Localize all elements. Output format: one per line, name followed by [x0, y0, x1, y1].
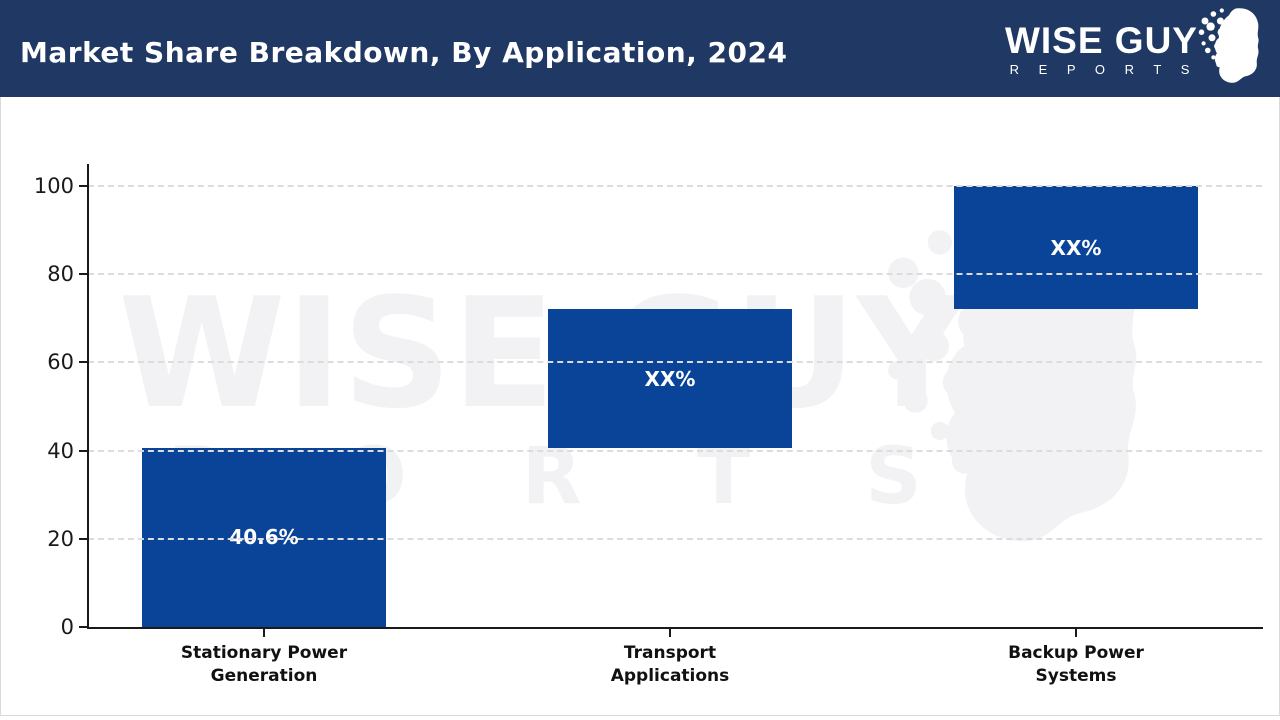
brand-name: WISE GUY	[1004, 19, 1198, 61]
bar-value-label: 40.6%	[229, 525, 299, 550]
gridline	[88, 273, 1262, 276]
y-tick-label: 20	[47, 526, 74, 551]
x-category-label: Stationary Power Generation	[180, 643, 348, 686]
y-tick-mark	[79, 537, 88, 540]
bar-segment: XX%	[954, 186, 1198, 310]
y-tick-mark	[79, 626, 88, 628]
y-tick-mark	[79, 185, 88, 187]
y-tick-mark	[79, 273, 88, 276]
y-tick-label: 100	[33, 174, 74, 198]
face-dots-icon	[1198, 8, 1259, 83]
brand-logo-text: WISE GUY R E P O R T S	[1005, 22, 1198, 77]
bar-value-label: XX%	[1050, 235, 1102, 260]
y-tick-mark	[79, 361, 88, 364]
page-title: Market Share Breakdown, By Application, …	[20, 36, 788, 69]
gridline	[88, 361, 1262, 364]
watermark-text: WISE GUY	[118, 265, 967, 442]
y-tick-label: 0	[60, 615, 74, 639]
bar-segment: 40.6%	[142, 447, 386, 627]
x-category-label: Transport Applications	[610, 643, 730, 686]
x-category-label: Backup Power Systems	[1008, 643, 1144, 686]
brand-logo: WISE GUY R E P O R T S	[1005, 6, 1274, 92]
x-axis-line	[87, 627, 1263, 629]
gridline	[88, 185, 1262, 187]
x-tick-mark	[263, 629, 265, 637]
gridline	[88, 449, 1262, 452]
y-tick-mark	[79, 449, 88, 452]
header-bar: Market Share Breakdown, By Application, …	[0, 0, 1280, 97]
y-axis-line	[87, 164, 89, 629]
y-tick-label: 60	[47, 350, 74, 375]
y-tick-label: 40	[47, 438, 74, 463]
x-tick-mark	[1075, 629, 1077, 637]
y-tick-label: 80	[47, 262, 74, 287]
gridline	[88, 537, 1262, 540]
x-tick-mark	[669, 629, 671, 637]
bar-value-label: XX%	[644, 366, 696, 391]
brand-subname: R E P O R T S	[1009, 61, 1198, 77]
bar-segment: XX%	[548, 309, 792, 448]
